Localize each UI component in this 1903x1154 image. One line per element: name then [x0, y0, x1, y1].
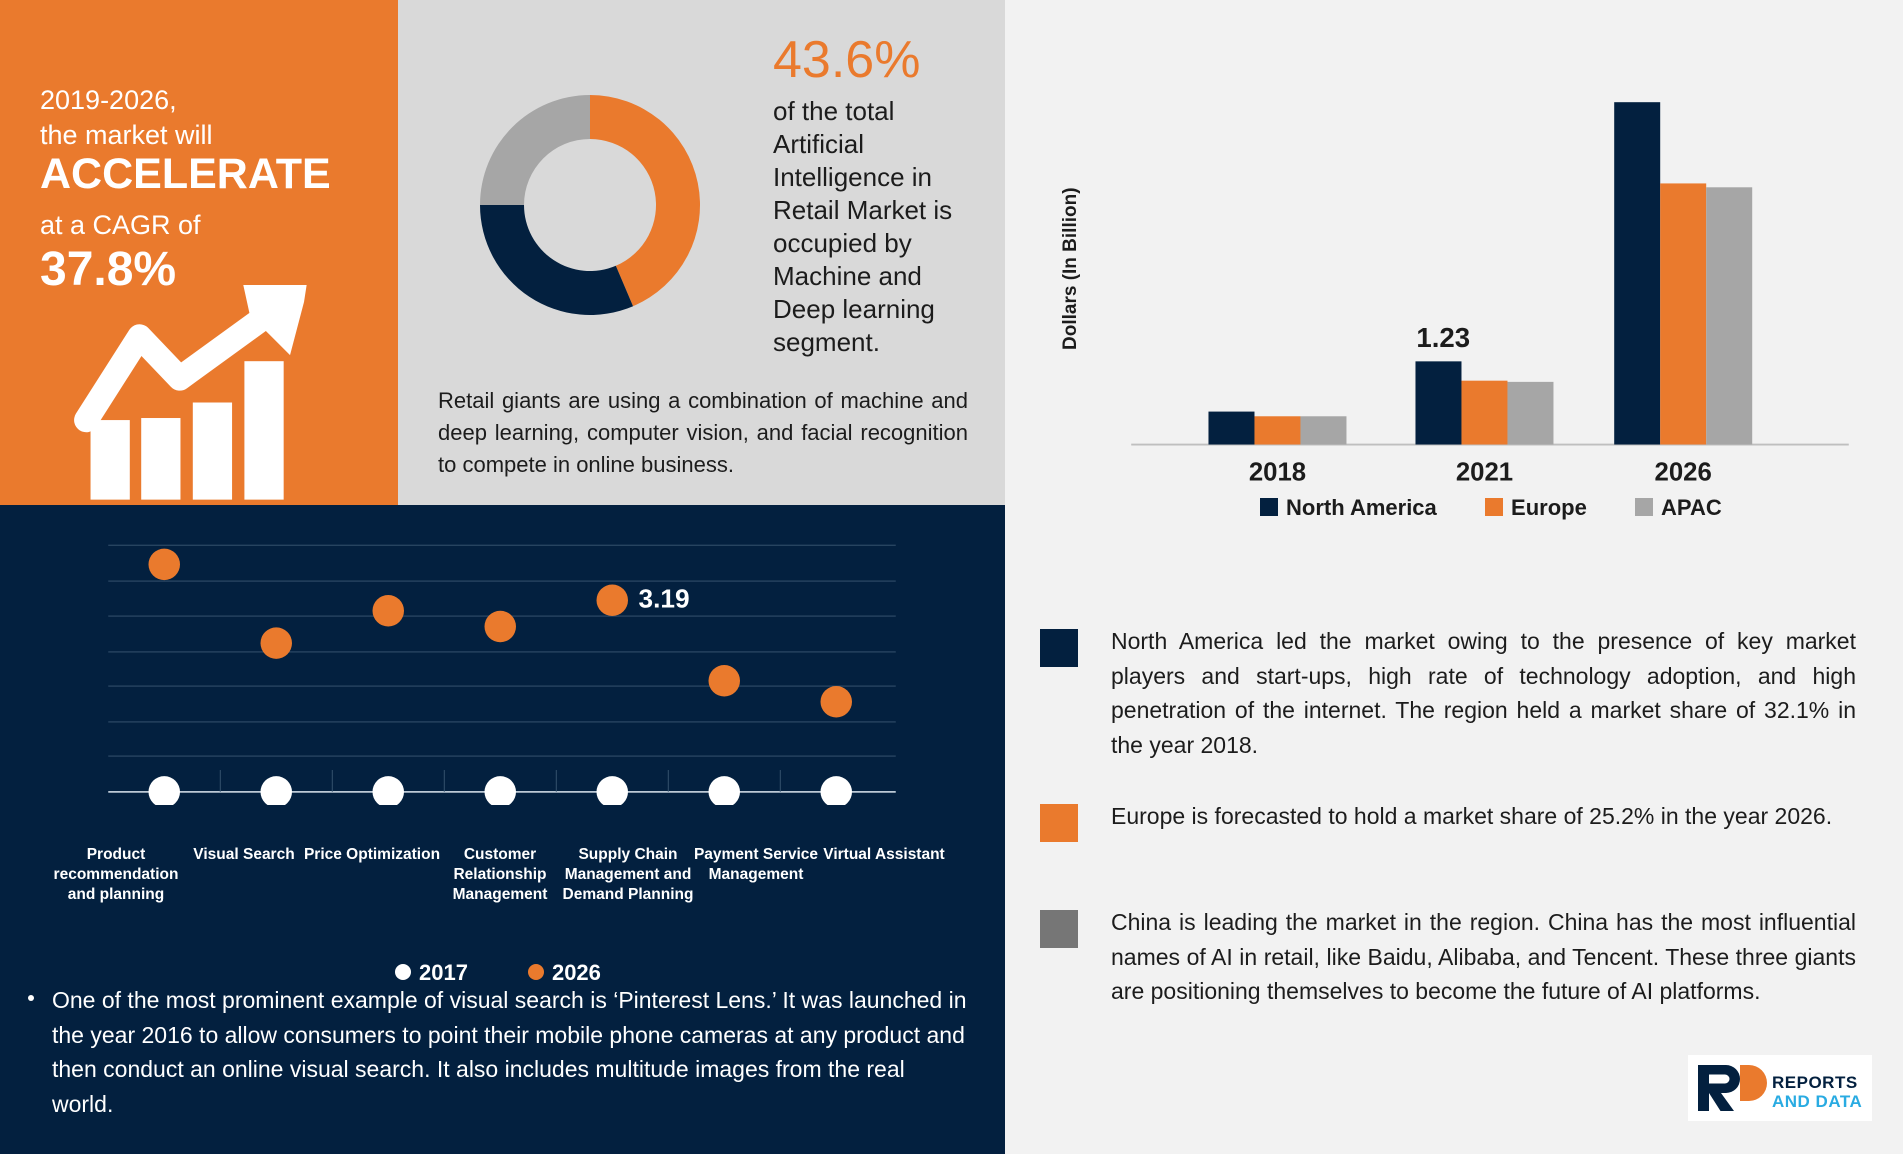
svg-text:2026: 2026: [1655, 458, 1712, 485]
svg-text:1.23: 1.23: [1416, 322, 1470, 353]
svg-text:2018: 2018: [1249, 458, 1306, 485]
svg-text:AND DATA: AND DATA: [1772, 1092, 1862, 1111]
svg-text:3.19: 3.19: [639, 583, 690, 613]
svg-text:REPORTS: REPORTS: [1772, 1073, 1858, 1092]
svg-text:2021: 2021: [1456, 458, 1513, 485]
